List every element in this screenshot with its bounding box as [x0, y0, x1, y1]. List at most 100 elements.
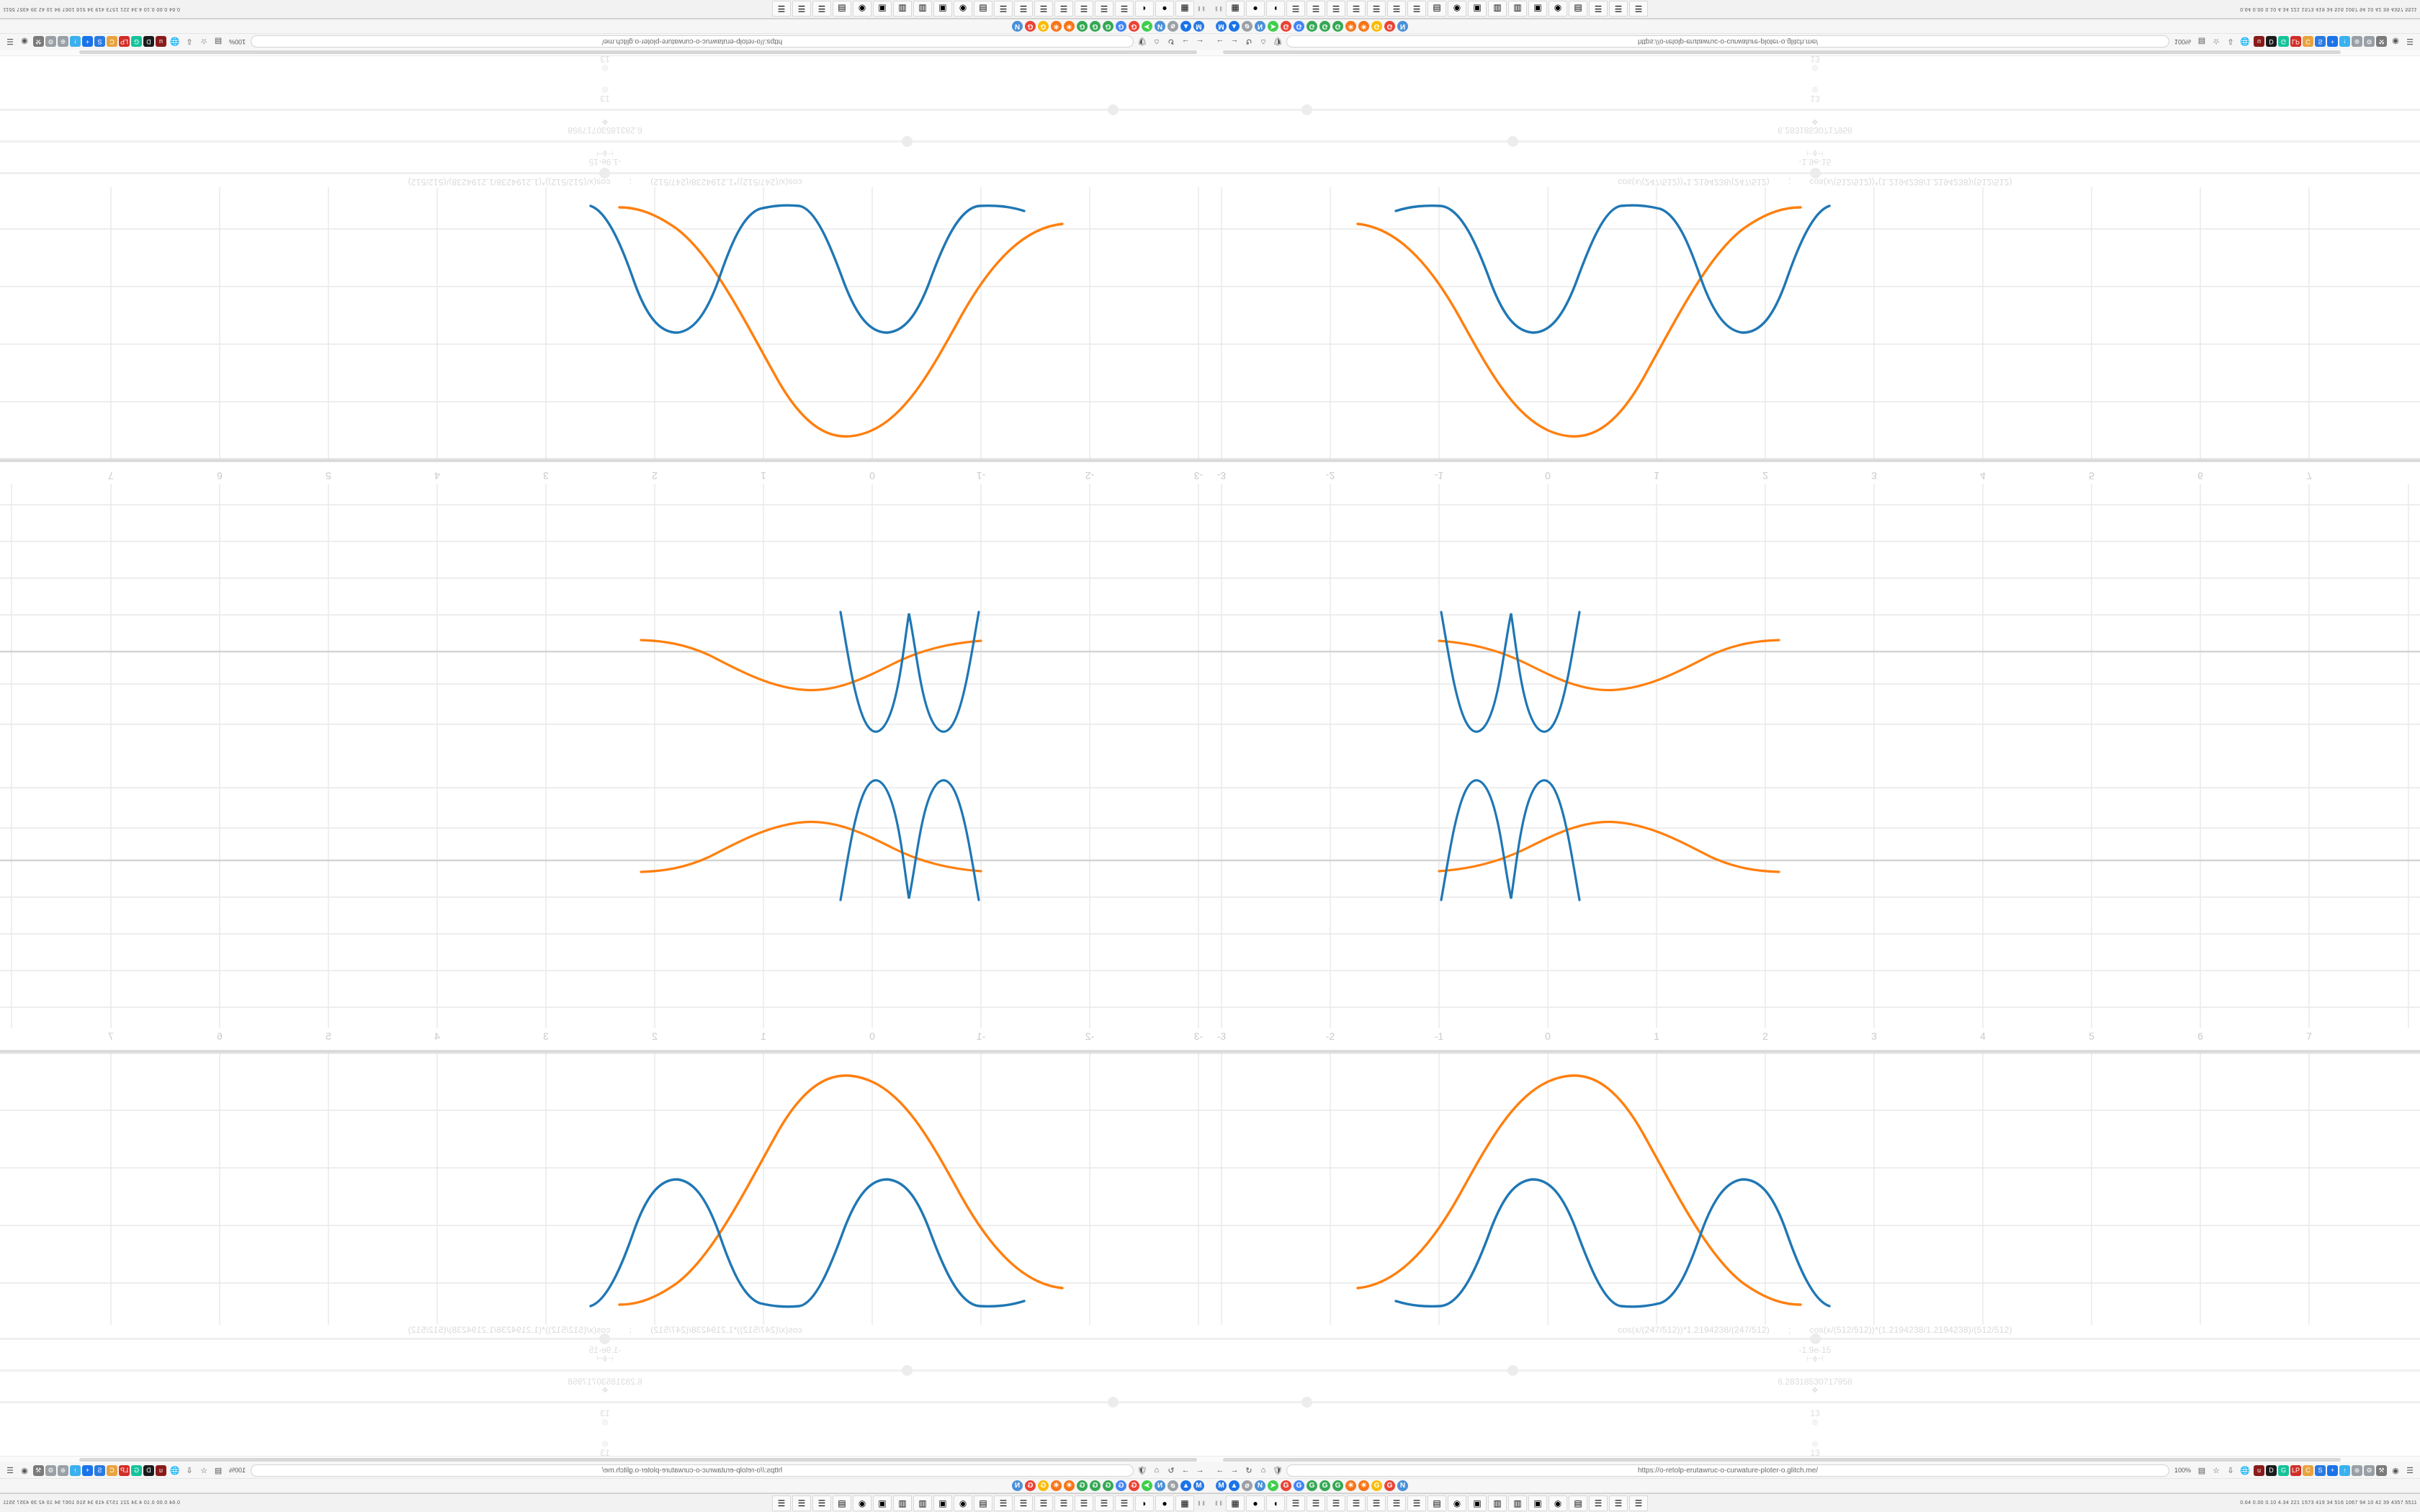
taskbar-notes-6[interactable]: ☰ — [1307, 1495, 1325, 1511]
bookmark-google-2[interactable]: G — [1294, 1480, 1304, 1491]
control-row-harmonic-count-2[interactable]: ◎ 13 — [0, 56, 1210, 79]
horizontal-scrollbar[interactable] — [0, 1456, 1210, 1462]
taskbar-monitor-2[interactable]: ▥ — [913, 1495, 932, 1511]
bookmark-notion-2[interactable]: N — [1397, 21, 1408, 32]
bookmark-google-7[interactable]: G — [1384, 21, 1395, 32]
bookmark-google-1[interactable]: G — [1129, 21, 1139, 32]
colorzilla-icon[interactable]: C — [2303, 1464, 2313, 1476]
taskbar-text-editor-1[interactable]: ☰ — [772, 1, 791, 17]
bookmark-notion-2[interactable]: N — [1012, 21, 1023, 32]
shield-icon[interactable]: 🛡 — [1273, 37, 1283, 46]
bookmark-google-2[interactable]: G — [1294, 21, 1304, 32]
forward-arrow-icon[interactable]: → — [1230, 37, 1239, 46]
taskbar-text-editor-3[interactable]: ☰ — [1589, 1, 1608, 17]
slider-track-phase-offset[interactable] — [0, 168, 1210, 179]
taskbar-media[interactable]: ● — [1155, 1495, 1174, 1511]
screenshot-icon[interactable]: S — [2315, 36, 2326, 48]
taskbar-save-1[interactable]: ▤ — [833, 1, 851, 17]
bookmark-google-3[interactable]: G — [1103, 1480, 1113, 1491]
download-icon[interactable]: ⇩ — [2227, 37, 2234, 46]
taskbar-notes-7[interactable]: ☰ — [1286, 1, 1305, 17]
taskbar-notes-4[interactable]: ☰ — [1347, 1495, 1366, 1511]
chart-lower-svg[interactable] — [1210, 1053, 2420, 1325]
bookmark-google-2[interactable]: G — [1116, 21, 1126, 32]
ublock-origin-icon[interactable]: u — [2254, 36, 2264, 48]
bookmark-mute[interactable]: ⌀ — [1242, 21, 1252, 32]
control-row-harmonic-count-2[interactable]: ◎ 13 — [0, 1433, 1210, 1457]
bookmark-mute[interactable]: ⌀ — [1242, 1480, 1252, 1491]
bookmark-google-4[interactable]: G — [1319, 1480, 1330, 1491]
bookmark-sun-1[interactable]: ☀ — [1345, 1480, 1356, 1491]
taskbar-notes-1[interactable]: ☰ — [1407, 1495, 1426, 1511]
bookmark-drive[interactable]: ▲ — [1229, 1480, 1240, 1491]
translate-icon[interactable]: 🌐 — [2240, 37, 2250, 46]
globe-icon[interactable]: ⊕ — [58, 36, 68, 48]
dark-reader-icon[interactable]: D — [2266, 1464, 2277, 1476]
hamburger-menu-icon[interactable]: ☰ — [2406, 37, 2414, 46]
taskbar-save-1[interactable]: ▤ — [1569, 1, 1587, 17]
star-icon[interactable]: ☆ — [2213, 1466, 2220, 1475]
globe-icon[interactable]: ⊕ — [2352, 1464, 2362, 1476]
taskbar-save-1[interactable]: ▤ — [1569, 1495, 1587, 1511]
dark-reader-icon[interactable]: D — [143, 36, 154, 48]
taskbar-firefox[interactable]: ◉ — [853, 1495, 871, 1511]
control-row-period[interactable]: 6.28318530717958 ✥ — [0, 1365, 1210, 1401]
reload-icon[interactable]: ↻ — [1245, 1466, 1252, 1475]
colorzilla-icon[interactable]: C — [107, 36, 117, 48]
taskbar-monitor[interactable]: ▥ — [1508, 1, 1527, 17]
taskbar-notes-2[interactable]: ☰ — [1387, 1, 1406, 17]
horizontal-scrollbar[interactable] — [1210, 1456, 2420, 1462]
taskbar-calc[interactable]: ▦ — [1175, 1495, 1194, 1511]
taskbar-firefox-2[interactable]: ◉ — [954, 1495, 972, 1511]
bookmark-google-6[interactable]: G — [1038, 1480, 1049, 1491]
bookmark-sun-1[interactable]: ☀ — [1064, 1480, 1075, 1491]
taskbar-terminal-2[interactable]: ▣ — [933, 1, 952, 17]
shield-icon[interactable]: 🛡 — [1273, 1466, 1283, 1475]
hamburger-menu-icon[interactable]: ☰ — [6, 1466, 14, 1475]
taskbar-notes-3[interactable]: ☰ — [1034, 1495, 1053, 1511]
address-bar[interactable]: https://o-retolp-erutawruc-o-curwature-p… — [251, 1464, 1134, 1477]
taskbar-notes-7[interactable]: ☰ — [1115, 1495, 1134, 1511]
hamburger-menu-icon[interactable]: ☰ — [2406, 1466, 2414, 1475]
forward-arrow-icon[interactable]: → — [1181, 1466, 1190, 1475]
bookmark-sun-1[interactable]: ☀ — [1345, 21, 1356, 32]
taskbar-text-editor-3[interactable]: ☰ — [812, 1495, 831, 1511]
home-icon[interactable]: ⌂ — [1154, 1466, 1160, 1475]
taskbar-text-editor-1[interactable]: ☰ — [772, 1495, 791, 1511]
bookmark-notion[interactable]: N — [1155, 1480, 1165, 1491]
slider-track-period[interactable] — [1210, 1365, 2420, 1376]
taskbar-notes-5[interactable]: ☰ — [1075, 1, 1093, 17]
bookmark-google-5[interactable]: G — [1332, 1480, 1343, 1491]
taskbar-notes-5[interactable]: ☰ — [1327, 1495, 1345, 1511]
taskbar-notes-2[interactable]: ☰ — [1014, 1495, 1033, 1511]
chart-lower-svg[interactable] — [0, 1053, 1210, 1325]
slider-track-harmonic[interactable] — [1210, 104, 2420, 115]
control-row-harmonic-count[interactable]: 13 ◎ — [1210, 1397, 2420, 1433]
zoom-level-label[interactable]: 100% — [229, 1467, 246, 1474]
taskbar-text-editor-3[interactable]: ☰ — [1589, 1495, 1608, 1511]
account-icon[interactable]: ◉ — [2392, 37, 2399, 46]
bookmark-compass[interactable]: ➤ — [1268, 21, 1278, 32]
horizontal-scrollbar[interactable] — [0, 50, 1210, 56]
taskbar-text-editor-2[interactable]: ☰ — [792, 1, 811, 17]
wrench-icon[interactable]: ⚒ — [2376, 1464, 2387, 1476]
settings-icon[interactable]: ⚙ — [2364, 36, 2375, 48]
bookmark-sun-2[interactable]: ☀ — [1051, 1480, 1062, 1491]
translate-icon[interactable]: 🌐 — [170, 37, 180, 46]
chart-upper-svg[interactable] — [1210, 756, 2420, 1028]
back-arrow-icon[interactable]: ← — [1196, 1466, 1204, 1475]
chart-upper-svg[interactable] — [1210, 484, 2420, 756]
account-icon[interactable]: ◉ — [21, 1466, 28, 1475]
lastpass-icon[interactable]: LP — [2290, 1464, 2301, 1476]
screenshot-icon[interactable]: S — [94, 36, 105, 48]
taskbar-save-2[interactable]: ▤ — [974, 1495, 992, 1511]
taskbar-notes-6[interactable]: ☰ — [1095, 1495, 1113, 1511]
taskbar-notes-3[interactable]: ☰ — [1367, 1, 1386, 17]
slider-track-phase-offset[interactable] — [0, 1333, 1210, 1344]
bookmark-google-5[interactable]: G — [1077, 1480, 1088, 1491]
translate-icon[interactable]: 🌐 — [2240, 1466, 2250, 1475]
chart-upper[interactable] — [0, 756, 1210, 1028]
bookmark-google-2[interactable]: G — [1116, 1480, 1126, 1491]
zoom-level-label[interactable]: 100% — [2174, 1467, 2191, 1474]
bookmark-mute[interactable]: ⌀ — [1168, 1480, 1178, 1491]
